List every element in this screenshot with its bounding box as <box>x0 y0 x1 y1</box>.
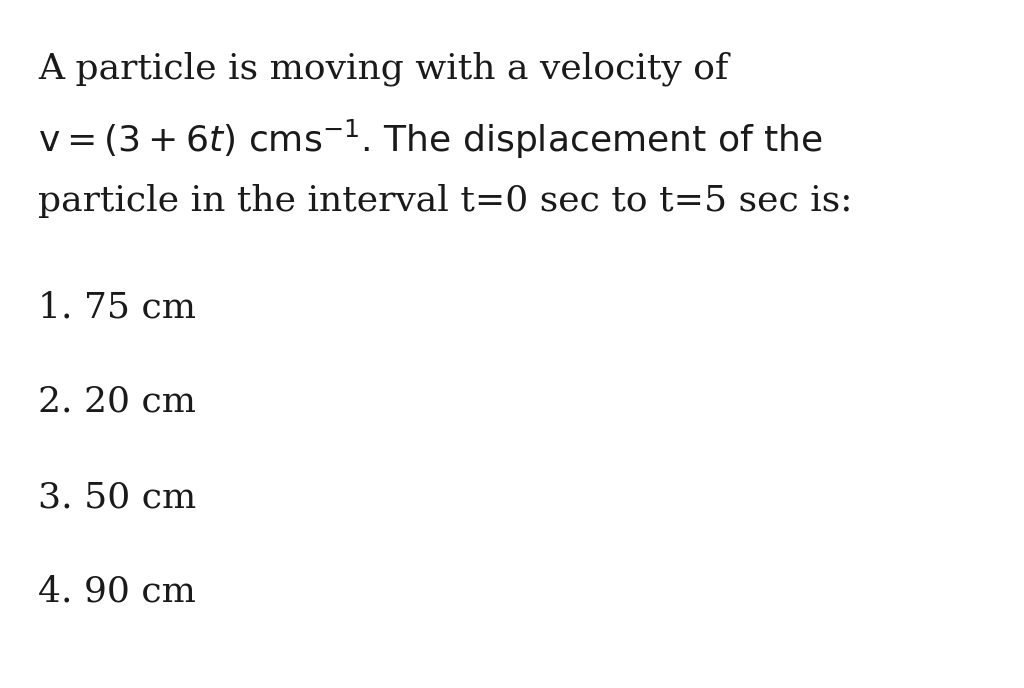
Text: particle in the interval t=0 sec to t=5 sec is:: particle in the interval t=0 sec to t=5 … <box>38 184 853 218</box>
Text: 3. 50 cm: 3. 50 cm <box>38 480 197 514</box>
Text: A particle is moving with a velocity of: A particle is moving with a velocity of <box>38 52 728 87</box>
Text: 2. 20 cm: 2. 20 cm <box>38 385 196 419</box>
Text: 1. 75 cm: 1. 75 cm <box>38 290 196 324</box>
Text: 4. 90 cm: 4. 90 cm <box>38 575 196 609</box>
Text: $\mathrm{v} = (3 + 6t)\ \mathrm{cms}^{-1}$. The displacement of the: $\mathrm{v} = (3 + 6t)\ \mathrm{cms}^{-1… <box>38 118 823 161</box>
